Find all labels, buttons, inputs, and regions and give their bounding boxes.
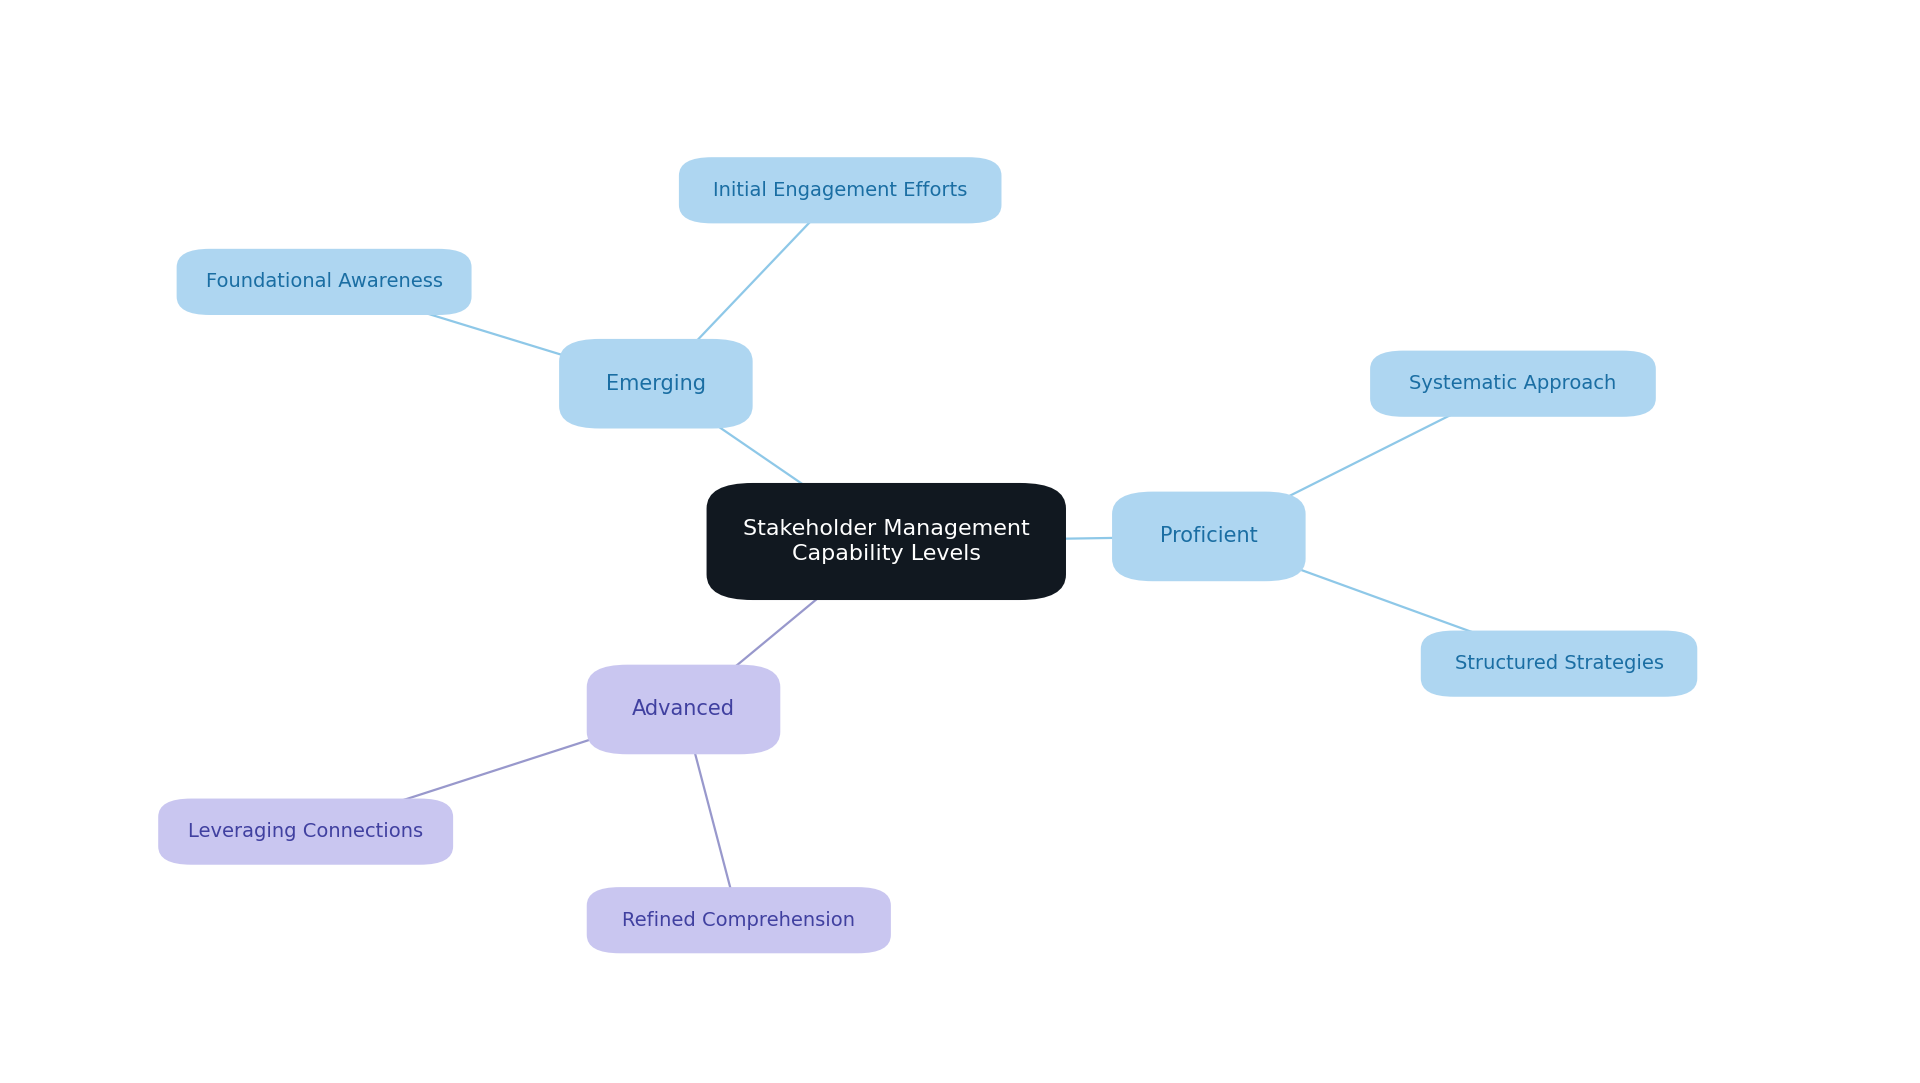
FancyBboxPatch shape xyxy=(1112,492,1306,582)
FancyBboxPatch shape xyxy=(157,798,453,864)
FancyBboxPatch shape xyxy=(1421,630,1697,696)
Text: Structured Strategies: Structured Strategies xyxy=(1455,654,1663,674)
FancyBboxPatch shape xyxy=(588,887,891,953)
Text: Advanced: Advanced xyxy=(632,700,735,719)
Text: Systematic Approach: Systematic Approach xyxy=(1409,375,1617,393)
Text: Initial Engagement Efforts: Initial Engagement Efforts xyxy=(712,181,968,199)
FancyBboxPatch shape xyxy=(588,665,780,754)
FancyBboxPatch shape xyxy=(707,483,1066,600)
Text: Refined Comprehension: Refined Comprehension xyxy=(622,911,854,929)
Text: Foundational Awareness: Foundational Awareness xyxy=(205,273,444,291)
Text: Stakeholder Management
Capability Levels: Stakeholder Management Capability Levels xyxy=(743,519,1029,564)
Text: Emerging: Emerging xyxy=(607,374,707,394)
FancyBboxPatch shape xyxy=(177,249,472,315)
FancyBboxPatch shape xyxy=(559,339,753,429)
Text: Leveraging Connections: Leveraging Connections xyxy=(188,822,422,841)
FancyBboxPatch shape xyxy=(1371,351,1655,417)
FancyBboxPatch shape xyxy=(680,157,1002,223)
Text: Proficient: Proficient xyxy=(1160,526,1258,547)
